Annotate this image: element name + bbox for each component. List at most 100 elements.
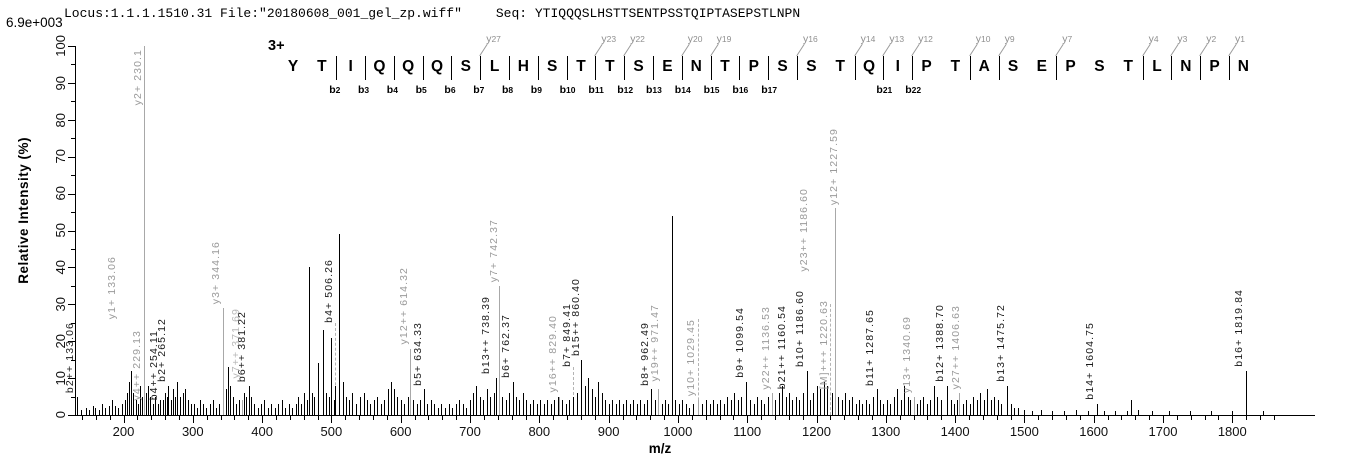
spectrum-peak xyxy=(182,392,184,415)
spectrum-peak xyxy=(626,400,628,415)
precursor-charge-label: 3+ xyxy=(268,38,285,54)
spectrum-peak xyxy=(910,400,912,415)
spectrum-peak xyxy=(125,400,127,415)
spectrum-peak xyxy=(330,337,332,415)
spectrum-peak xyxy=(879,400,881,415)
spectrum-peak xyxy=(980,392,982,415)
spectrum-peak xyxy=(716,403,718,415)
y-minor-tick xyxy=(71,64,75,66)
x-minor-tick xyxy=(553,416,555,420)
spectrum-peak xyxy=(962,403,964,415)
residue-letter: I xyxy=(895,58,900,75)
fragment-boundary-line xyxy=(739,56,741,80)
spectrum-peak xyxy=(242,400,243,415)
residue-letter: S xyxy=(460,58,471,75)
x-minor-tick xyxy=(691,416,693,420)
b-ion-label: b5 xyxy=(415,84,427,96)
spectrum-peak xyxy=(584,385,586,415)
x-minor-tick xyxy=(830,416,832,420)
y-major-tick xyxy=(68,341,75,343)
y-major-tick xyxy=(68,193,75,195)
spectrum-peak xyxy=(768,396,770,415)
x-minor-tick xyxy=(844,416,846,420)
spectrum-peak xyxy=(526,400,528,415)
spectrum-peak xyxy=(760,400,762,415)
spectrum-peak xyxy=(278,403,280,415)
x-minor-tick xyxy=(594,416,596,420)
x-major-tick xyxy=(1232,416,1234,423)
spectrum-peak xyxy=(129,381,131,415)
spectrum-peak xyxy=(1023,409,1025,415)
spectrum-peak xyxy=(651,389,653,415)
x-minor-tick xyxy=(220,416,222,420)
spectrum-peak xyxy=(118,407,120,415)
x-minor-tick xyxy=(317,416,319,420)
spectrum-peak xyxy=(543,403,545,415)
spectrum-peak xyxy=(194,403,196,415)
spectrum-peak xyxy=(493,392,495,415)
fragment-boundary-line xyxy=(1229,56,1230,80)
spectrum-peak xyxy=(940,400,942,415)
x-major-tick xyxy=(1093,416,1095,423)
y-minor-tick xyxy=(71,396,75,398)
fragment-boundary-line xyxy=(365,56,366,80)
b-ion-label: b3 xyxy=(358,84,370,96)
residue-letter: S xyxy=(806,58,817,75)
peak-assignment-dash xyxy=(697,319,699,415)
x-minor-tick xyxy=(580,416,582,420)
x-major-tick xyxy=(1024,416,1026,423)
spectrum-peak xyxy=(685,403,687,415)
spectrum-peak xyxy=(420,400,422,415)
spectrum-peak xyxy=(502,396,504,415)
spectrum-peak xyxy=(536,403,538,415)
x-tick-label: 400 xyxy=(251,424,273,439)
spectrum-peak xyxy=(969,403,971,415)
spectrum-peak xyxy=(723,403,725,415)
spectrum-peak xyxy=(177,381,179,415)
spectrum-peak xyxy=(1245,370,1247,415)
x-minor-tick xyxy=(81,416,83,420)
spectrum-peak xyxy=(197,407,199,415)
spectrum-peak xyxy=(657,389,659,415)
residue-letter: Q xyxy=(862,58,876,75)
x-minor-tick xyxy=(788,416,790,420)
spectrum-peak xyxy=(1051,411,1053,415)
spectrum-peak xyxy=(306,400,308,415)
spectrum-peak xyxy=(85,407,87,415)
x-minor-tick xyxy=(1010,416,1012,420)
x-minor-tick xyxy=(733,416,735,420)
spectrum-peak xyxy=(845,392,847,415)
fragment-boundary-line xyxy=(451,56,453,80)
spectrum-peak xyxy=(345,396,347,415)
spectrum-peak xyxy=(410,348,412,415)
y-ion-diagonal xyxy=(479,43,488,57)
x-minor-tick xyxy=(899,416,901,420)
spectrum-peak xyxy=(950,400,952,415)
x-minor-tick xyxy=(567,416,568,420)
spectrum-peak xyxy=(251,396,253,415)
x-minor-tick xyxy=(95,416,97,420)
spectrum-peak xyxy=(799,400,801,415)
peak-label: y13+ 1340.69 xyxy=(901,315,913,393)
b-ion-label: b17 xyxy=(761,84,778,96)
spectrum-peak xyxy=(1211,411,1212,415)
spectrum-peak xyxy=(1131,400,1133,415)
spectrum-peak xyxy=(298,396,300,415)
x-minor-tick xyxy=(1190,416,1192,420)
y-ion-label: y22 xyxy=(630,33,645,45)
y-tick-label: 90 xyxy=(52,75,68,91)
x-minor-tick xyxy=(359,416,361,420)
b-ion-label: b14 xyxy=(674,84,691,96)
spectrum-peak xyxy=(466,407,467,415)
x-minor-tick xyxy=(913,416,915,420)
x-minor-tick xyxy=(982,416,984,420)
b-ion-label: b12 xyxy=(617,84,634,96)
x-minor-tick xyxy=(761,416,763,420)
spectrum-peak xyxy=(226,389,228,415)
y-major-tick xyxy=(68,267,75,269)
y-ion-label: y23 xyxy=(601,33,617,45)
spectrum-peak xyxy=(848,400,850,415)
spectrum-peak xyxy=(741,396,743,415)
spectrum-peak xyxy=(1014,407,1016,415)
spectrum-peak xyxy=(260,403,262,415)
